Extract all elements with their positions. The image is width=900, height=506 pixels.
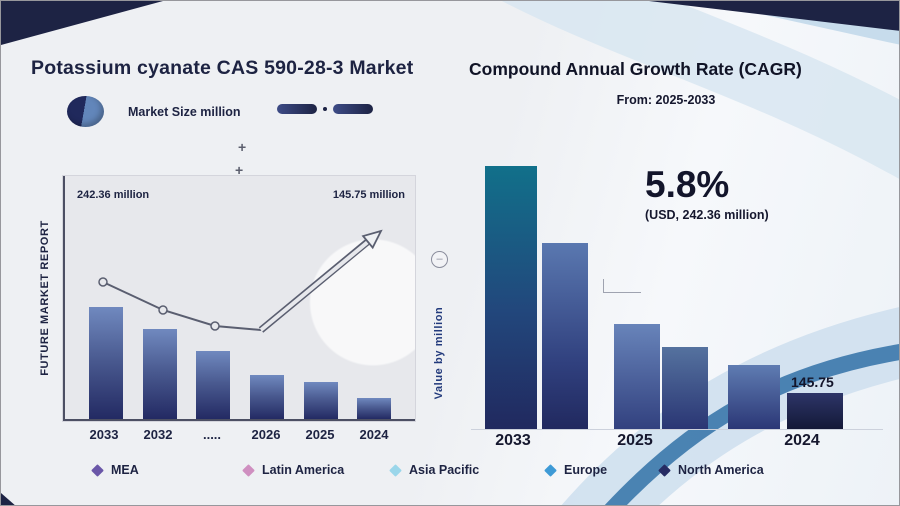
left-chart-area: 242.36 million 145.75 million xyxy=(62,175,416,422)
left-bar-slot xyxy=(79,307,133,419)
cagr-note: (USD, 242.36 million) xyxy=(645,208,769,222)
right-y-axis-label: Value by million xyxy=(433,306,445,400)
right-bar-2033-b xyxy=(542,243,588,429)
legend-label: Europe xyxy=(564,463,608,477)
left-axis-label-2032: 2032 xyxy=(143,427,173,442)
left-y-axis-label: FUTURE MARKET REPORT xyxy=(39,220,51,376)
left-bar-2033 xyxy=(88,307,123,419)
left-axis-label-2026: 2026 xyxy=(251,427,281,442)
legend-item-europe: Europe xyxy=(544,463,608,477)
left-bar-2026 xyxy=(249,375,284,419)
pill-decoration xyxy=(277,104,373,114)
plus-icon: + xyxy=(238,139,247,155)
right-baseline xyxy=(471,429,883,430)
left-bar-..... xyxy=(196,351,231,419)
legend-item-north-america: North America xyxy=(658,463,764,477)
legend-diamond-icon xyxy=(91,463,104,477)
left-bar-slot xyxy=(240,375,294,419)
left-axis-label-.....: ..... xyxy=(202,427,222,442)
annotation-min-value: 145.75 million xyxy=(332,189,405,201)
right-bar-2025-b xyxy=(662,347,708,429)
left-chart-title: Potassium cyanate CAS 590-28-3 Market xyxy=(31,57,414,79)
dot-icon xyxy=(323,107,327,111)
left-bar-slot xyxy=(186,351,240,419)
right-chart-subtitle: From: 2025-2033 xyxy=(616,93,716,107)
left-axis-label-2025: 2025 xyxy=(305,427,335,442)
left-bar-slot xyxy=(294,382,348,419)
bracket-decoration xyxy=(603,279,641,293)
legend-label: Asia Pacific xyxy=(409,463,480,477)
legend-item-latin-america: Latin America xyxy=(242,463,345,477)
left-bar-2024 xyxy=(357,398,392,419)
legend-item-asia-pacific: Asia Pacific xyxy=(389,463,480,477)
right-chart-title: Compound Annual Growth Rate (CAGR) xyxy=(469,59,802,79)
right-bars-container xyxy=(471,151,883,429)
pill-icon xyxy=(333,104,373,114)
sphere-legend-icon xyxy=(67,96,104,127)
annotation-max-value: 242.36 million xyxy=(77,189,150,201)
left-axis-label-2033: 2033 xyxy=(89,427,119,442)
market-size-legend: Market Size million xyxy=(67,96,241,127)
plus-icon: + xyxy=(235,162,244,178)
circle-minus-icon: – xyxy=(431,251,448,268)
right-bar-2025-a xyxy=(614,324,660,429)
left-bar-slot xyxy=(347,398,401,419)
left-axis-label-2024: 2024 xyxy=(359,427,389,442)
cagr-value: 5.8% xyxy=(645,164,730,205)
pill-icon xyxy=(277,104,317,114)
legend-diamond-icon xyxy=(544,463,557,477)
legend-label: Latin America xyxy=(262,463,345,477)
left-bar-2025 xyxy=(303,382,338,419)
legend-item-mea: MEA xyxy=(91,463,139,477)
legend-diamond-icon xyxy=(658,463,671,477)
value-callout-145: 145.75 xyxy=(791,374,834,390)
legend-diamond-icon xyxy=(389,463,402,477)
right-bar-2024-a xyxy=(728,365,780,429)
left-bars-container xyxy=(65,176,415,419)
left-x-axis: 2033 2032..... 2026 2025 2024 xyxy=(63,427,415,442)
legend-label: MEA xyxy=(111,463,139,477)
right-bar-2024-b xyxy=(787,393,843,429)
right-bar-2033-a xyxy=(485,166,537,429)
market-size-legend-label: Market Size million xyxy=(128,104,241,119)
left-bar-slot xyxy=(133,329,187,419)
legend-diamond-icon xyxy=(242,463,255,477)
left-bar-2032 xyxy=(142,329,177,419)
legend-label: North America xyxy=(678,463,764,477)
